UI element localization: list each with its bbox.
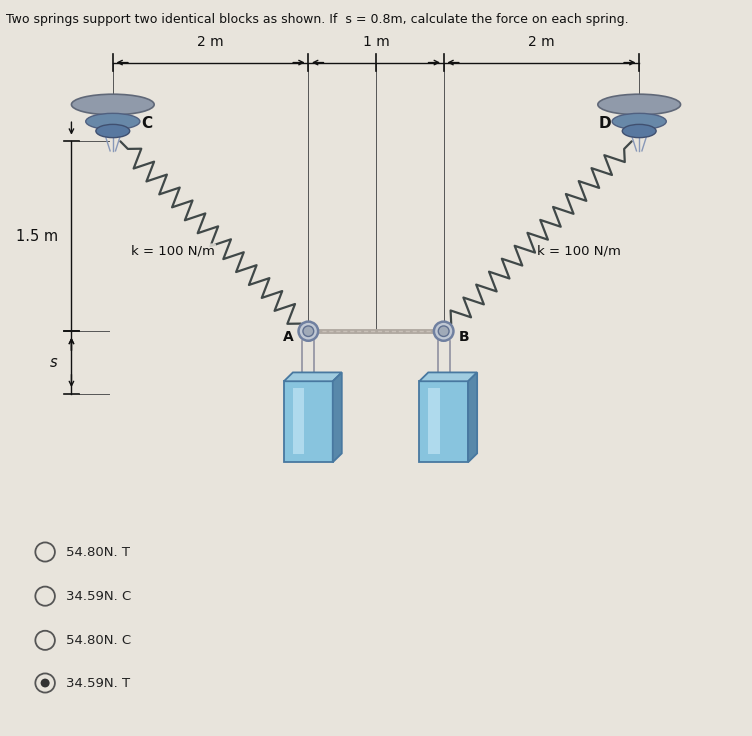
Text: 1.5 m: 1.5 m [16, 229, 58, 244]
Ellipse shape [612, 113, 666, 130]
Text: D: D [599, 116, 611, 131]
Text: Two springs support two identical blocks as shown. If  s = 0.8m, calculate the f: Two springs support two identical blocks… [6, 13, 629, 26]
Polygon shape [284, 372, 341, 381]
Circle shape [299, 322, 318, 341]
Text: k = 100 N/m: k = 100 N/m [131, 244, 215, 258]
Ellipse shape [86, 113, 140, 130]
Text: B: B [459, 330, 469, 344]
Text: 1 m: 1 m [362, 35, 390, 49]
Ellipse shape [623, 124, 656, 138]
Ellipse shape [71, 94, 154, 115]
Polygon shape [428, 388, 440, 454]
Polygon shape [420, 372, 478, 381]
Ellipse shape [96, 124, 130, 138]
Circle shape [434, 322, 453, 341]
Circle shape [303, 326, 314, 336]
Text: C: C [141, 116, 152, 131]
Text: s: s [50, 355, 58, 370]
Text: 34.59N. C: 34.59N. C [66, 590, 132, 603]
Polygon shape [332, 372, 341, 462]
Text: k = 100 N/m: k = 100 N/m [537, 244, 621, 258]
Circle shape [438, 326, 449, 336]
Polygon shape [293, 388, 305, 454]
Polygon shape [284, 381, 332, 462]
Polygon shape [468, 372, 478, 462]
Ellipse shape [598, 94, 681, 115]
Circle shape [41, 679, 50, 687]
Text: 54.80N. C: 54.80N. C [66, 634, 132, 647]
Text: 2 m: 2 m [528, 35, 555, 49]
Polygon shape [420, 381, 468, 462]
Text: A: A [283, 330, 293, 344]
Text: 54.80N. T: 54.80N. T [66, 545, 130, 559]
Text: 2 m: 2 m [197, 35, 224, 49]
Text: 34.59N. T: 34.59N. T [66, 676, 130, 690]
